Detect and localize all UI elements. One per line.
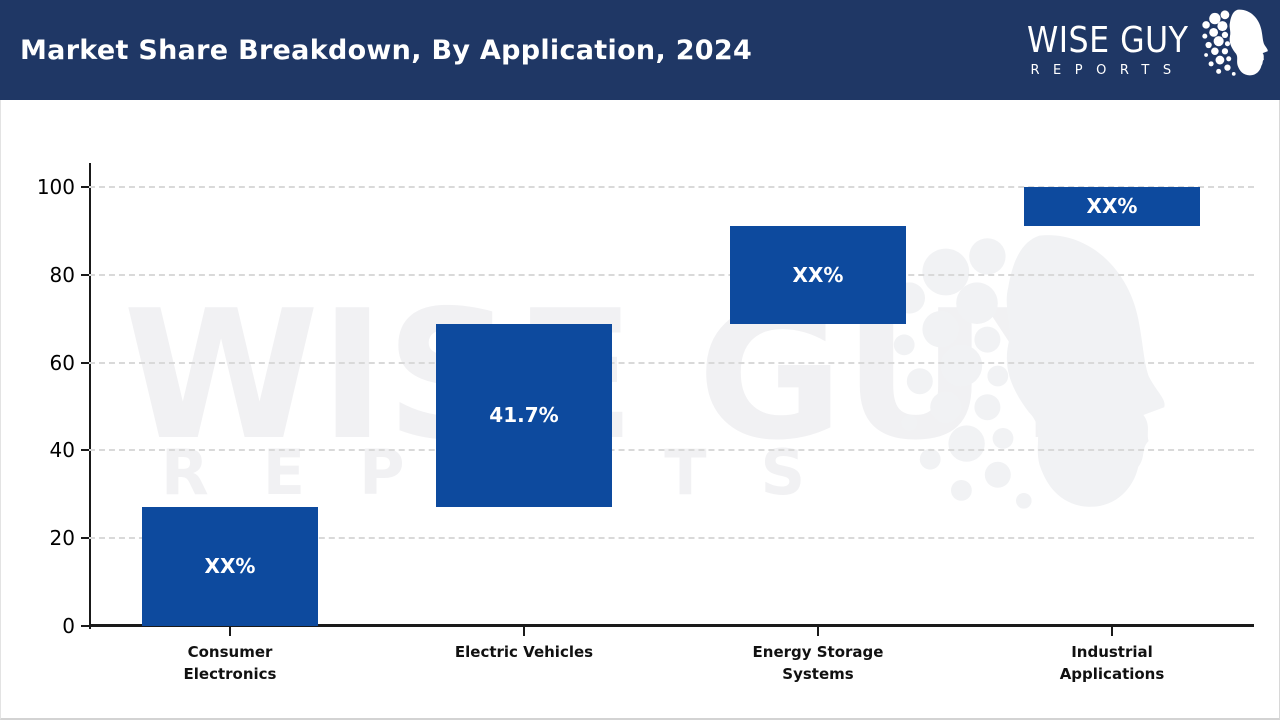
x-category-label: Consumer Electronics [183, 643, 277, 683]
logo-head-icon [1202, 9, 1268, 76]
x-category-label: Industrial Applications [1059, 643, 1165, 683]
y-tick-mark [81, 186, 89, 188]
y-tick-mark [81, 449, 89, 452]
content-area: WISE GUY. REPORTS 020406080100XX%Consume… [0, 100, 1280, 720]
gridline [89, 186, 1254, 188]
y-tick-label: 20 [49, 526, 75, 551]
bar: XX% [730, 225, 906, 324]
chart-area: 0 20 40 60 80 100 XX% Consumer Electronics 41.7% E… [1, 100, 1280, 720]
x-tick-mark [523, 627, 525, 636]
bar-value-label: XX% [792, 262, 844, 287]
y-tick-label: 60 [49, 350, 75, 375]
logo-wordmark-line1: WISE GUY [1026, 20, 1188, 61]
y-tick-label: 100 [36, 175, 75, 199]
page-title: Market Share Breakdown, By Application, … [20, 34, 753, 66]
bar: XX% [1024, 187, 1200, 226]
y-tick-mark [81, 361, 89, 364]
gridline [89, 273, 1254, 276]
bar-value-label: XX% [204, 554, 256, 579]
gridline [89, 361, 1254, 364]
y-tick-mark [81, 625, 89, 627]
x-category-label: Energy Storage Systems [752, 643, 884, 683]
x-tick-mark [817, 627, 819, 636]
x-tick-mark [1111, 627, 1113, 636]
y-axis-line [89, 163, 91, 629]
logo-wordmark-line2: REPORTS [1030, 63, 1185, 78]
x-tick-mark [229, 627, 231, 636]
header: Market Share Breakdown, By Application, … [0, 0, 1280, 100]
brand-logo: WISE GUY REPORTS [1027, 0, 1275, 100]
gridline [89, 537, 1254, 540]
gridline [89, 449, 1254, 452]
bar-value-label: 41.7% [489, 403, 559, 428]
y-tick-label: 40 [49, 438, 75, 463]
y-tick-label: 0 [62, 614, 75, 638]
logo-wordmark: WISE GUY REPORTS [1026, 20, 1211, 78]
y-tick-mark [81, 537, 89, 540]
y-tick-label: 80 [49, 262, 75, 287]
bar-value-label: XX% [1086, 194, 1138, 219]
bar: 41.7% [436, 323, 612, 507]
watermark-head-icon [893, 235, 1165, 509]
x-category-label: Electric Vehicles [454, 643, 594, 661]
bar: XX% [142, 506, 318, 626]
y-tick-mark [81, 273, 89, 276]
x-axis-line [89, 624, 1254, 627]
